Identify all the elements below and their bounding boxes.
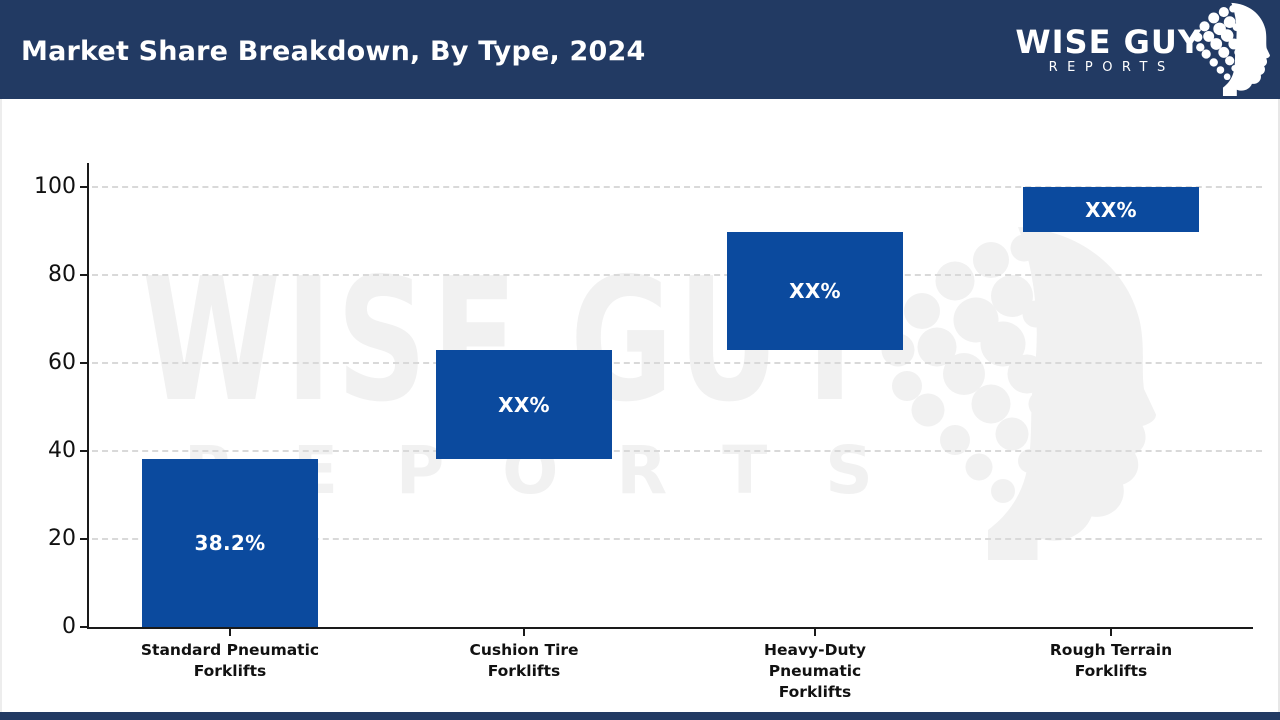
brand-logo: WISE GUY REPORTS (1015, 2, 1270, 96)
app-header: Market Share Breakdown, By Type, 2024 WI… (0, 0, 1280, 99)
brand-logo-text: WISE GUY REPORTS (1015, 24, 1202, 75)
brand-logo-name: WISE GUY (1015, 22, 1202, 61)
brand-logo-tagline: REPORTS (1048, 59, 1175, 75)
page-title: Market Share Breakdown, By Type, 2024 (21, 36, 646, 67)
face-profile-shape (1193, 2, 1270, 96)
brand-face-icon (1193, 2, 1270, 96)
chart-background (0, 99, 1280, 712)
footer-bar (0, 712, 1280, 720)
